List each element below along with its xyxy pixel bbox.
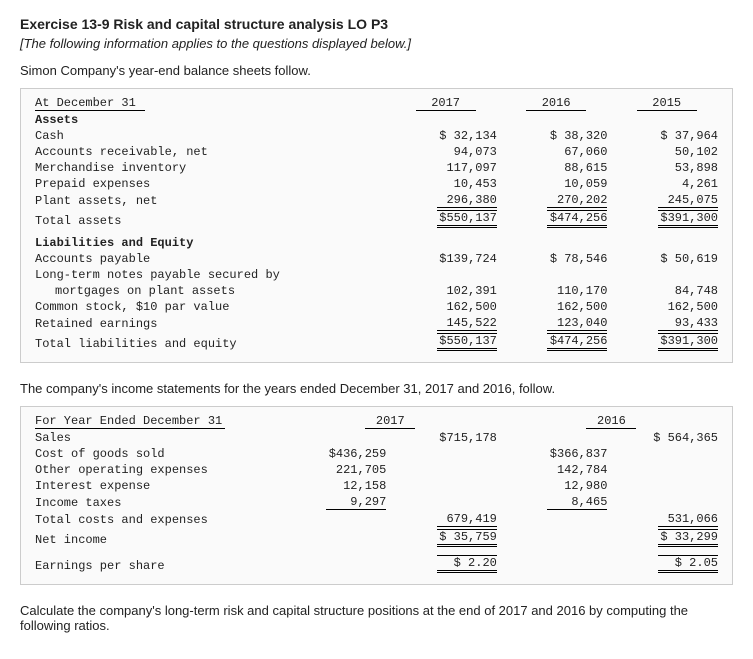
row-label: Accounts receivable, net: [31, 144, 390, 160]
cell: $436,259: [280, 446, 391, 462]
bs-year-2015: 2015: [637, 96, 697, 111]
cell: $ 38,320: [501, 128, 612, 144]
cell: 123,040: [501, 315, 612, 332]
closing-text: Calculate the company's long-term risk a…: [20, 603, 733, 633]
cell: 117,097: [390, 160, 501, 176]
row-label: Merchandise inventory: [31, 160, 390, 176]
cell: 9,297: [280, 494, 391, 511]
cell: 142,784: [501, 462, 612, 478]
cell: $ 33,299: [611, 528, 722, 548]
row-label: Cost of goods sold: [31, 446, 280, 462]
cell: $550,137: [390, 332, 501, 352]
cell: $391,300: [611, 332, 722, 352]
cell: 531,066: [611, 511, 722, 528]
is-year-2016: 2016: [586, 414, 636, 429]
cell: $ 37,964: [611, 128, 722, 144]
cell: 296,380: [390, 192, 501, 209]
cell: $ 564,365: [611, 430, 722, 446]
cell: 88,615: [501, 160, 612, 176]
cell: 10,059: [501, 176, 612, 192]
row-label: Long-term notes payable secured by: [31, 267, 390, 283]
total-liab-label: Total liabilities and equity: [31, 332, 390, 352]
cell: 162,500: [611, 299, 722, 315]
bs-year-2016: 2016: [526, 96, 586, 111]
cell: $ 2.05: [611, 554, 722, 574]
row-label: Accounts payable: [31, 251, 390, 267]
row-label: Interest expense: [31, 478, 280, 494]
cell: 4,261: [611, 176, 722, 192]
assets-header: Assets: [31, 112, 722, 128]
row-label: Other operating expenses: [31, 462, 280, 478]
row-label: Prepaid expenses: [31, 176, 390, 192]
cell: $715,178: [390, 430, 501, 446]
cell: 50,102: [611, 144, 722, 160]
cell: 53,898: [611, 160, 722, 176]
bs-row-header: At December 31: [35, 96, 145, 111]
eps-label: Earnings per share: [31, 554, 280, 574]
income-statement-table: For Year Ended December 31 2017 2016 Sal…: [20, 406, 733, 585]
total-exp-label: Total costs and expenses: [31, 511, 280, 528]
cell: $139,724: [390, 251, 501, 267]
row-label: Income taxes: [31, 494, 280, 511]
cell: $ 50,619: [611, 251, 722, 267]
cell: $474,256: [501, 209, 612, 229]
cell: $ 78,546: [501, 251, 612, 267]
cell: 67,060: [501, 144, 612, 160]
cell: $391,300: [611, 209, 722, 229]
cell: 221,705: [280, 462, 391, 478]
cell: $ 32,134: [390, 128, 501, 144]
intro-text-1: Simon Company's year-end balance sheets …: [20, 63, 733, 78]
sales-label: Sales: [31, 430, 280, 446]
cell: 8,465: [501, 494, 612, 511]
cell: 93,433: [611, 315, 722, 332]
cell: 145,522: [390, 315, 501, 332]
row-label: Cash: [31, 128, 390, 144]
cell: 10,453: [390, 176, 501, 192]
is-year-2017: 2017: [365, 414, 415, 429]
cell: $550,137: [390, 209, 501, 229]
intro-text-2: The company's income statements for the …: [20, 381, 733, 396]
cell: 12,980: [501, 478, 612, 494]
cell: 270,202: [501, 192, 612, 209]
row-label: Common stock, $10 par value: [31, 299, 390, 315]
cell: $ 2.20: [390, 554, 501, 574]
exercise-subtitle: [The following information applies to th…: [20, 36, 733, 51]
cell: 162,500: [501, 299, 612, 315]
cell: 84,748: [611, 283, 722, 299]
cell: $474,256: [501, 332, 612, 352]
is-row-header: For Year Ended December 31: [35, 414, 225, 429]
balance-sheet-table: At December 31 2017 2016 2015 Assets Cas…: [20, 88, 733, 363]
cell: $366,837: [501, 446, 612, 462]
exercise-title: Exercise 13-9 Risk and capital structure…: [20, 16, 733, 32]
cell: 162,500: [390, 299, 501, 315]
net-income-label: Net income: [31, 528, 280, 548]
cell: 102,391: [390, 283, 501, 299]
cell: 94,073: [390, 144, 501, 160]
row-label: Plant assets, net: [31, 192, 390, 209]
cell: 12,158: [280, 478, 391, 494]
cell: 110,170: [501, 283, 612, 299]
bs-year-2017: 2017: [416, 96, 476, 111]
row-label: Retained earnings: [31, 315, 390, 332]
total-assets-label: Total assets: [31, 209, 390, 229]
cell: $ 35,759: [390, 528, 501, 548]
cell: 245,075: [611, 192, 722, 209]
liabilities-header: Liabilities and Equity: [31, 235, 722, 251]
row-label-cont: mortgages on plant assets: [31, 283, 390, 299]
cell: 679,419: [390, 511, 501, 528]
